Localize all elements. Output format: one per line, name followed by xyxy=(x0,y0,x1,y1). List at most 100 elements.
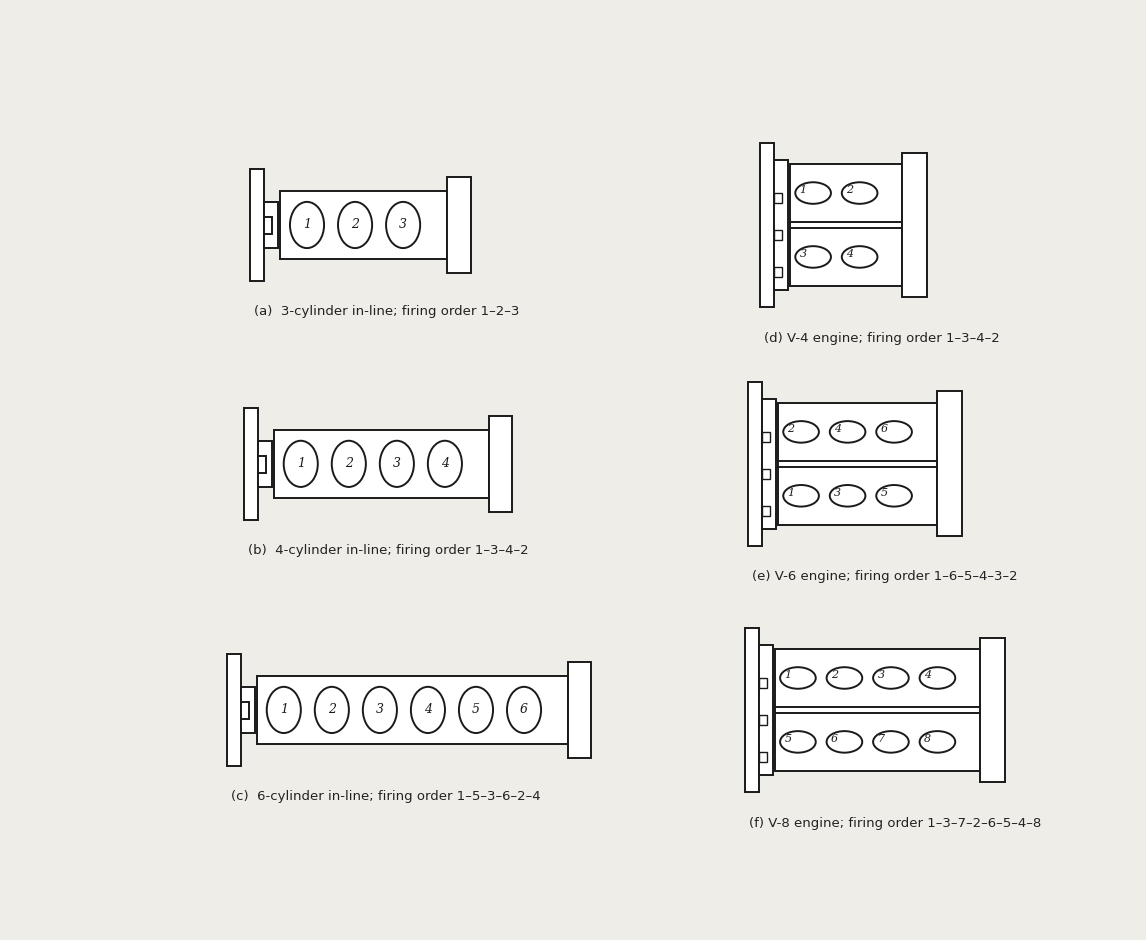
Ellipse shape xyxy=(363,687,397,733)
Text: (a)  3-cylinder in-line; firing order 1–2–3: (a) 3-cylinder in-line; firing order 1–2… xyxy=(254,306,519,319)
Bar xyxy=(902,152,927,297)
Text: 6: 6 xyxy=(520,703,528,716)
Ellipse shape xyxy=(873,667,909,689)
Bar xyxy=(241,702,249,719)
Bar xyxy=(761,143,775,307)
Bar xyxy=(489,415,512,512)
Ellipse shape xyxy=(919,731,956,753)
Text: 1: 1 xyxy=(297,458,305,470)
Text: 4: 4 xyxy=(424,703,432,716)
Text: 3: 3 xyxy=(834,488,841,497)
Text: 3: 3 xyxy=(878,669,885,680)
Text: 7: 7 xyxy=(878,733,885,744)
Bar xyxy=(790,164,902,286)
Bar xyxy=(745,628,759,791)
Ellipse shape xyxy=(507,687,541,733)
Text: 3: 3 xyxy=(399,218,407,231)
Text: 1: 1 xyxy=(280,703,288,716)
Text: 4: 4 xyxy=(846,249,854,259)
Ellipse shape xyxy=(873,731,909,753)
Text: 5: 5 xyxy=(472,703,480,716)
Bar xyxy=(775,193,782,203)
Ellipse shape xyxy=(427,441,462,487)
Bar xyxy=(775,229,782,240)
Bar xyxy=(274,430,489,497)
Ellipse shape xyxy=(795,246,831,268)
Bar xyxy=(251,169,265,281)
Text: 5: 5 xyxy=(880,488,888,497)
Bar xyxy=(762,400,776,528)
Bar xyxy=(227,654,241,766)
Ellipse shape xyxy=(284,441,317,487)
Text: 3: 3 xyxy=(376,703,384,716)
Bar xyxy=(759,678,767,688)
Text: 3: 3 xyxy=(800,249,807,259)
Bar xyxy=(265,202,278,248)
Bar xyxy=(280,191,447,258)
Ellipse shape xyxy=(842,182,878,204)
Ellipse shape xyxy=(780,667,816,689)
Text: 8: 8 xyxy=(924,733,931,744)
Bar xyxy=(244,408,258,520)
Ellipse shape xyxy=(458,687,493,733)
Bar xyxy=(775,267,782,276)
Text: 4: 4 xyxy=(924,669,931,680)
Ellipse shape xyxy=(267,687,301,733)
Bar xyxy=(759,645,774,775)
Bar xyxy=(257,676,568,744)
Text: 1: 1 xyxy=(800,185,807,195)
Text: 1: 1 xyxy=(784,669,792,680)
Ellipse shape xyxy=(877,485,912,507)
Bar xyxy=(241,687,256,733)
Text: 3: 3 xyxy=(393,458,401,470)
Text: 2: 2 xyxy=(328,703,336,716)
Text: 2: 2 xyxy=(846,185,854,195)
Ellipse shape xyxy=(830,485,865,507)
Text: 4: 4 xyxy=(834,424,841,433)
Ellipse shape xyxy=(877,421,912,443)
Ellipse shape xyxy=(919,667,956,689)
Text: 5: 5 xyxy=(784,733,792,744)
Bar xyxy=(936,391,961,536)
Ellipse shape xyxy=(315,687,348,733)
Ellipse shape xyxy=(379,441,414,487)
Bar xyxy=(265,217,272,234)
Text: 6: 6 xyxy=(880,424,888,433)
Text: 2: 2 xyxy=(787,424,794,433)
Text: 2: 2 xyxy=(831,669,838,680)
Bar xyxy=(258,441,272,487)
Ellipse shape xyxy=(795,182,831,204)
Text: 6: 6 xyxy=(831,733,838,744)
Bar xyxy=(775,650,980,771)
Ellipse shape xyxy=(331,441,366,487)
Bar xyxy=(762,469,770,478)
Ellipse shape xyxy=(386,202,421,248)
Ellipse shape xyxy=(783,421,819,443)
Text: (d) V-4 engine; firing order 1–3–4–2: (d) V-4 engine; firing order 1–3–4–2 xyxy=(764,332,1000,345)
Bar xyxy=(980,637,1005,782)
Text: 1: 1 xyxy=(303,218,311,231)
Bar xyxy=(759,752,767,761)
Text: 1: 1 xyxy=(787,488,794,497)
Ellipse shape xyxy=(290,202,324,248)
Bar xyxy=(775,161,788,290)
Bar xyxy=(762,506,770,515)
Ellipse shape xyxy=(338,202,372,248)
Text: (b)  4-cylinder in-line; firing order 1–3–4–2: (b) 4-cylinder in-line; firing order 1–3… xyxy=(248,544,528,557)
Text: 2: 2 xyxy=(345,458,353,470)
Ellipse shape xyxy=(411,687,445,733)
Bar xyxy=(748,382,762,546)
Ellipse shape xyxy=(780,731,816,753)
Text: 4: 4 xyxy=(441,458,449,470)
Text: (c)  6-cylinder in-line; firing order 1–5–3–6–2–4: (c) 6-cylinder in-line; firing order 1–5… xyxy=(231,791,541,804)
Bar xyxy=(447,177,471,274)
Ellipse shape xyxy=(783,485,819,507)
Bar xyxy=(778,403,936,525)
Ellipse shape xyxy=(830,421,865,443)
Ellipse shape xyxy=(842,246,878,268)
Bar xyxy=(258,456,266,473)
Bar xyxy=(762,431,770,442)
Text: (e) V-6 engine; firing order 1–6–5–4–3–2: (e) V-6 engine; firing order 1–6–5–4–3–2 xyxy=(752,571,1018,584)
Ellipse shape xyxy=(826,731,862,753)
Bar xyxy=(568,662,591,758)
